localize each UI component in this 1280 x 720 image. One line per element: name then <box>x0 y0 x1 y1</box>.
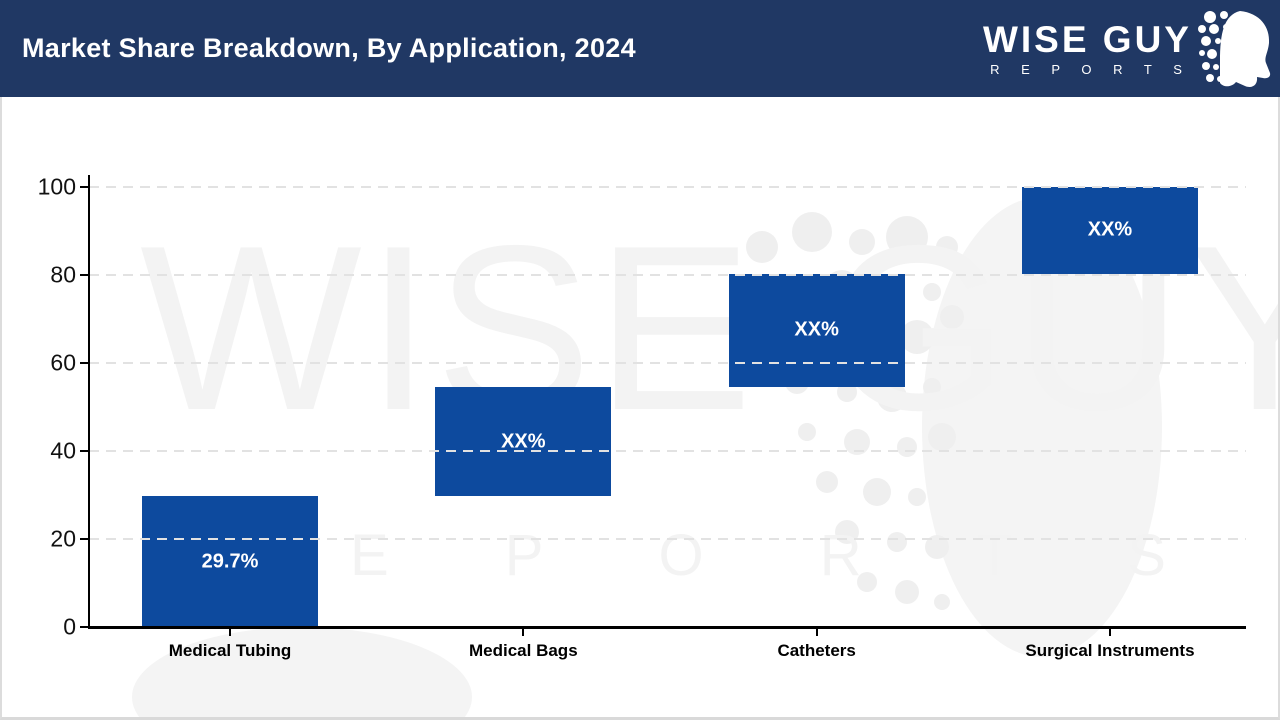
y-tick-label: 40 <box>50 437 76 464</box>
y-tick-mark <box>80 538 88 540</box>
y-tick-label: 20 <box>50 525 76 552</box>
gridline-20 <box>89 538 1246 540</box>
x-category-label-4: Surgical Instruments <box>1025 641 1195 660</box>
waterfall-bar-2 <box>435 387 612 497</box>
gridline-60 <box>89 362 1246 364</box>
y-tick-mark <box>80 362 88 364</box>
y-tick-mark <box>80 186 88 188</box>
waterfall-bar-1 <box>142 496 318 627</box>
bar-value-label: XX% <box>1087 218 1133 241</box>
y-tick-mark <box>80 274 88 276</box>
waterfall-bar-4 <box>1021 187 1198 274</box>
y-tick-mark <box>80 450 88 452</box>
wiseguy-logo-text: WISE GUY R E P O R T S <box>983 21 1192 77</box>
gridline-100 <box>89 186 1246 188</box>
gridline-40 <box>89 450 1246 452</box>
y-tick-mark <box>80 626 88 628</box>
watermark-subtitle: R E P O R T S <box>192 523 1216 588</box>
logo-subtitle: R E P O R T S <box>990 62 1191 77</box>
bar-value-label: XX% <box>501 430 546 453</box>
x-category-label-1: Medical Tubing <box>168 641 292 660</box>
waterfall-bar-3 <box>728 273 905 388</box>
y-tick-label: 60 <box>50 349 76 376</box>
bar-value-label: XX% <box>794 318 839 341</box>
y-axis-line <box>88 175 90 629</box>
y-tick-label: 100 <box>37 173 76 200</box>
x-tick-mark <box>1108 628 1111 636</box>
chart-title: Market Share Breakdown, By Application, … <box>22 33 636 63</box>
x-tick-mark <box>522 628 525 636</box>
x-tick-mark <box>815 628 818 636</box>
x-tick-mark <box>229 628 231 636</box>
x-category-label-2: Medical Bags <box>469 641 578 660</box>
header-bar: Market Share Breakdown, By Application, … <box>0 0 1280 97</box>
x-category-label-3: Catheters <box>777 641 856 660</box>
logo-wordmark: WISE GUY <box>982 19 1192 60</box>
wiseguy-logo: WISE GUY R E P O R T S <box>983 8 1272 90</box>
chart-area: WISE GUY R E P O R T S 29.7% XX% XX% XX% 0 20… <box>0 97 1280 720</box>
y-tick-label: 0 <box>63 613 76 640</box>
gridline-80 <box>89 274 1246 276</box>
y-tick-label: 80 <box>50 261 76 288</box>
bar-value-label: 29.7% <box>201 550 259 573</box>
x-axis-line <box>88 626 1246 629</box>
wiseguy-face-icon <box>1198 11 1271 87</box>
